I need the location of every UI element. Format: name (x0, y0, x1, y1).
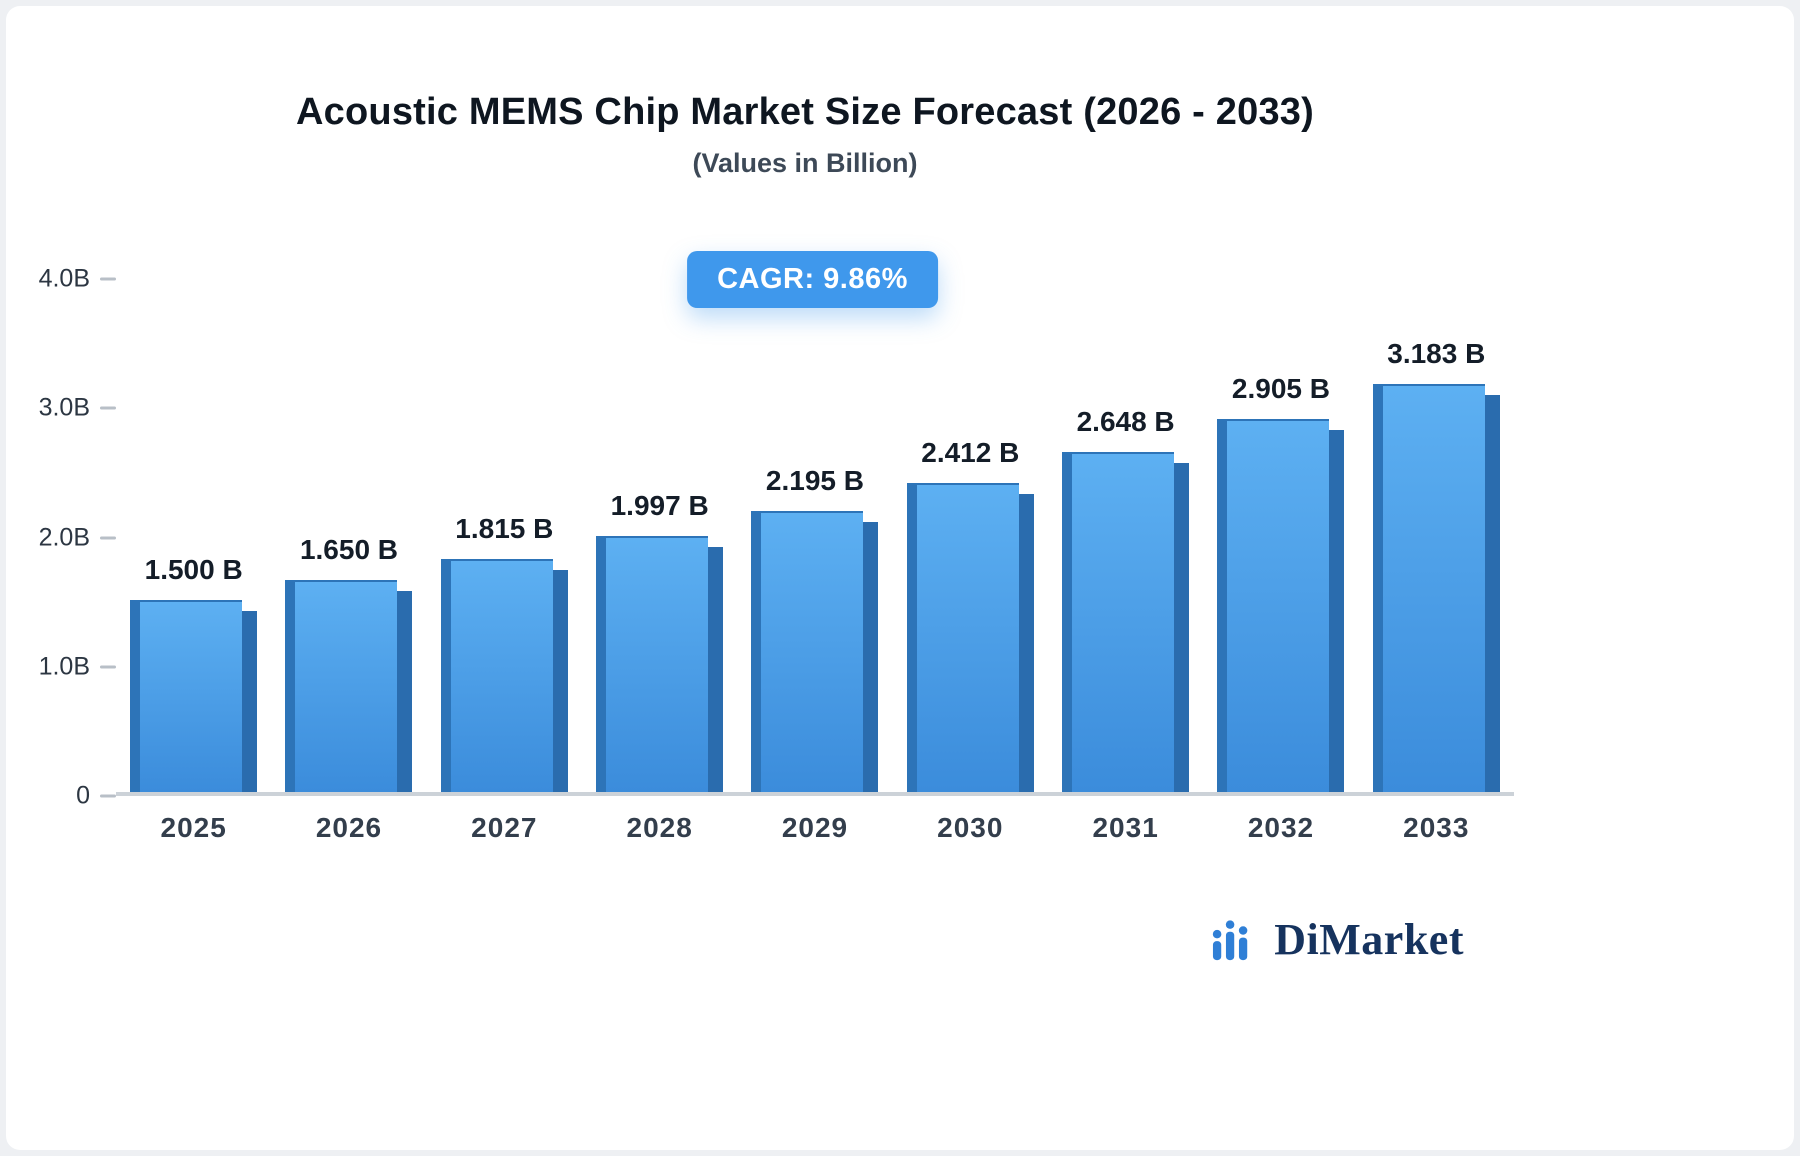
bar-slot: 1.815 B (427, 279, 582, 792)
y-tick: 2.0B (39, 523, 116, 552)
bar-value-label: 1.815 B (455, 513, 554, 545)
bar-slot: 2.648 B (1048, 279, 1203, 792)
x-axis-label: 2029 (781, 812, 849, 843)
bar: 2.905 B (1217, 373, 1345, 792)
bar-slot: 2.905 B (1203, 279, 1358, 792)
y-tick-mark (100, 536, 116, 539)
y-axis: 0 1.0B 2.0B 3.0B 4.0B (39, 265, 116, 810)
chart-subtitle: (Values in Billion) (692, 148, 918, 178)
bar-face (596, 535, 709, 792)
bar-value-label: 2.648 B (1076, 406, 1175, 438)
y-tick: 3.0B (39, 394, 116, 423)
bar: 1.500 B (130, 554, 258, 792)
x-axis-labels: 2025 2026 2027 2028 2029 2030 2031 2032 2033 (116, 812, 1514, 844)
bar-value-label: 2.195 B (765, 464, 865, 496)
bar-side (1174, 463, 1190, 792)
y-tick-mark (100, 406, 116, 410)
y-tick-label: 4.0B (38, 264, 90, 293)
bar-slot: 1.500 B (116, 279, 271, 792)
y-tick-label: 3.0B (38, 393, 90, 422)
y-tick-mark (100, 665, 116, 669)
bar-side (863, 521, 879, 792)
bar-face (1217, 419, 1330, 792)
bar-slot: 3.183 B (1359, 279, 1514, 792)
bar-slot: 1.997 B (582, 279, 737, 792)
y-tick: 0 (76, 782, 116, 811)
bar: 1.815 B (440, 513, 568, 792)
chart-row: 0 1.0B 2.0B 3.0B 4.0B CAGR: 9.86% 1.500 B 1.6… (39, 251, 1514, 810)
chart-card: Acoustic MEMS Chip Market Size Forecast … (6, 6, 1794, 1150)
bar-slot: 2.412 B (893, 279, 1048, 792)
bar: 1.997 B (596, 490, 724, 792)
bar-slot: 1.650 B (271, 279, 426, 792)
bar-side (1484, 394, 1500, 792)
x-axis-label: 2027 (471, 812, 538, 843)
bar-chart-icon (1213, 919, 1248, 960)
bar-face (130, 599, 243, 792)
x-axis-spacer (46, 812, 116, 844)
bar-face (285, 580, 398, 792)
bar-value-label: 2.905 B (1231, 373, 1330, 405)
bar-face (751, 510, 864, 792)
x-axis-label: 2032 (1247, 812, 1315, 843)
bar-side (552, 570, 568, 792)
bar-value-label: 1.997 B (610, 489, 709, 521)
bar-value-label: 1.650 B (299, 534, 399, 566)
cagr-badge: CAGR: 9.86% (687, 251, 938, 308)
bar-side (1329, 430, 1345, 792)
x-axis-label: 2033 (1403, 812, 1470, 843)
logo-text: DiMarket (1274, 915, 1464, 964)
bar: 2.648 B (1062, 406, 1190, 792)
y-tick-label: 0 (76, 781, 90, 810)
x-axis-label: 2028 (626, 812, 693, 843)
bar-side (397, 591, 413, 792)
bar: 1.650 B (285, 534, 413, 792)
bar-face (1062, 452, 1175, 792)
y-tick-label: 2.0B (38, 523, 90, 551)
bar-value-label: 3.183 B (1387, 337, 1486, 369)
bar-side (1018, 493, 1034, 792)
x-axis-label: 2031 (1092, 812, 1159, 843)
bar: 3.183 B (1372, 338, 1500, 792)
brand-logo: DiMarket (1210, 914, 1464, 965)
y-tick: 4.0B (39, 265, 116, 294)
bar-face (1372, 383, 1485, 792)
plot-area: CAGR: 9.86% 1.500 B 1.650 B 1.815 B 1.997 B… (116, 251, 1514, 796)
bar-side (242, 610, 258, 792)
bar-slot: 2.195 B (737, 279, 892, 792)
bar: 2.195 B (751, 465, 879, 792)
y-tick-label: 1.0B (38, 652, 90, 681)
bar-face (906, 482, 1019, 792)
x-axis-label: 2025 (160, 812, 227, 843)
page-title: Acoustic MEMS Chip Market Size Forecast … (296, 91, 1314, 133)
bar-side (708, 546, 724, 792)
chart: 0 1.0B 2.0B 3.0B 4.0B CAGR: 9.86% 1.500 B 1.6… (6, 251, 1794, 844)
bar: 2.412 B (906, 437, 1034, 792)
y-tick-mark (100, 794, 116, 798)
y-tick-mark (100, 277, 116, 281)
chart-header: Acoustic MEMS Chip Market Size Forecast … (6, 91, 1604, 179)
bar-value-label: 1.500 B (144, 553, 243, 585)
x-axis-label: 2026 (315, 812, 383, 843)
bar-value-label: 2.412 B (921, 436, 1020, 468)
bar-face (440, 559, 553, 792)
x-axis: 2025 2026 2027 2028 2029 2030 2031 2032 2033 (46, 812, 1514, 844)
y-tick: 1.0B (39, 652, 116, 681)
x-axis-label: 2030 (937, 812, 1004, 843)
